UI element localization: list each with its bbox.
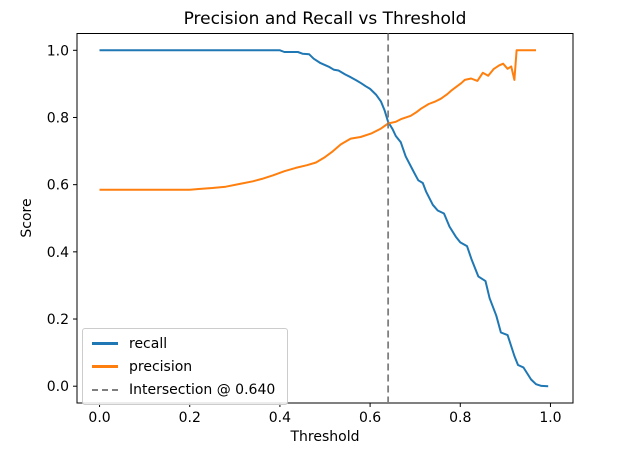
y-tick-label: 0.0 [47,379,69,395]
legend-label-precision: precision [129,358,193,375]
recall-line-icon [92,342,118,345]
plot-area [76,33,574,404]
legend: recall precision Intersection @ 0.640 [82,328,289,405]
legend-label-intersection: Intersection @ 0.640 [129,381,276,398]
y-tick-label: 0.8 [47,110,69,126]
x-tick-label: 0.6 [359,410,381,426]
x-axis-label: Threshold [290,429,360,445]
x-tick-label: 0.2 [179,410,201,426]
legend-item-intersection: Intersection @ 0.640 [92,380,275,399]
x-tick-label: 1.0 [539,410,561,426]
y-tick-label: 0.6 [47,178,69,194]
intersection-dashed-line-icon [92,388,118,391]
chart-title: Precision and Recall vs Threshold [183,9,467,29]
y-tick-label: 0.4 [47,245,69,261]
legend-item-recall: recall [92,334,275,353]
y-tick-label: 0.2 [47,312,69,328]
y-tick-label: 1.0 [47,43,69,59]
x-tick-label: 0.8 [449,410,471,426]
y-axis-label: Score [19,198,35,238]
legend-label-recall: recall [129,335,168,352]
x-tick-label: 0.4 [269,410,291,426]
x-tick-label: 0.0 [88,410,110,426]
legend-item-precision: precision [92,357,275,376]
recall-line [99,49,549,388]
precision-line [99,49,536,191]
precision-line-icon [92,365,118,368]
